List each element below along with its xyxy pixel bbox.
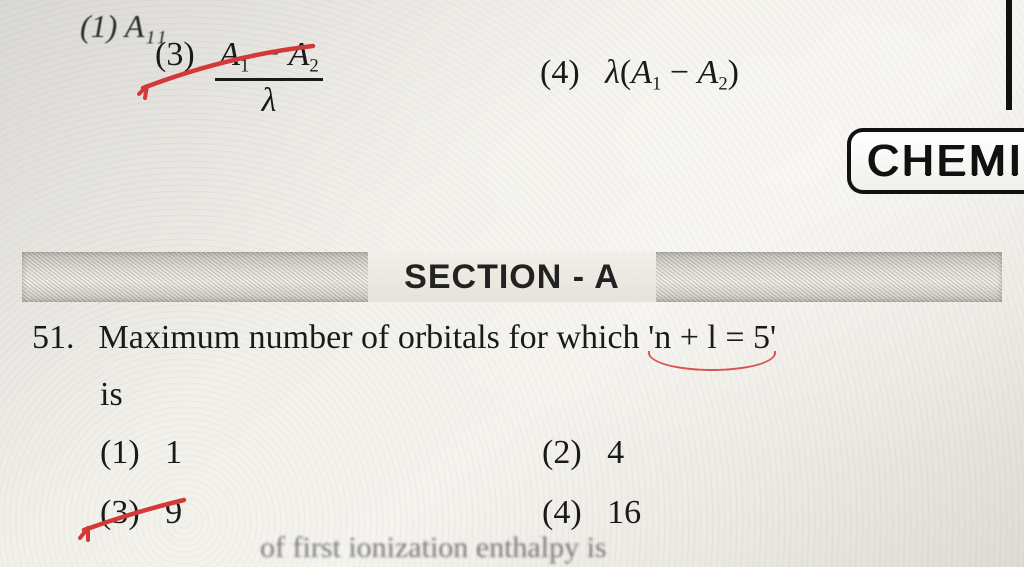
option-4: (4) λ(A1 − A2): [540, 54, 739, 96]
q51-options-row-2: (3) 9 (4) 16: [100, 494, 984, 532]
q51-options-row-1: (1) 1 (2) 4: [100, 434, 984, 472]
option-3-strike: (3) A1 − A2 λ: [155, 36, 323, 119]
option-4-lambda: λ: [605, 54, 620, 91]
option-4-a2: A: [698, 54, 719, 91]
pen-stroke-icon: [80, 492, 190, 540]
question-is: is: [100, 376, 123, 414]
question-51: 51. Maximum number of orbitals for which…: [32, 312, 994, 365]
question-text: Maximum number of orbitals for which: [99, 319, 649, 356]
pen-stroke-icon: [137, 30, 317, 110]
option-3: (3) A1 − A2 λ: [155, 36, 323, 119]
option-4-a2-sub: 2: [718, 74, 727, 95]
q51-option-1-val: 1: [165, 434, 182, 471]
q51-option-4-val: 16: [607, 494, 641, 531]
cropped-next-line: of first ionization enthalpy is: [260, 531, 964, 565]
q51-option-4: (4) 16: [542, 494, 984, 532]
q51-option-2: (2) 4: [542, 434, 984, 472]
subject-badge: CHEMI: [847, 128, 1024, 194]
option-4-paren-r: ): [728, 54, 739, 91]
q51-option-4-num: (4): [542, 494, 582, 531]
option-4-a1: A: [631, 54, 652, 91]
option-4-a1-sub: 1: [652, 74, 661, 95]
q51-option-1: (1) 1: [100, 434, 542, 472]
q51-option-2-num: (2): [542, 434, 582, 471]
option-4-paren-l: (: [620, 54, 631, 91]
q51-option-3: (3) 9: [100, 494, 542, 532]
pen-underline-icon: [648, 351, 776, 371]
option-4-minus: −: [661, 54, 697, 91]
q51-option-1-num: (1): [100, 434, 140, 471]
subject-badge-text: CHEMI: [867, 136, 1024, 185]
option-4-number: (4): [540, 54, 580, 91]
q51-option-2-val: 4: [607, 434, 624, 471]
question-number: 51.: [32, 312, 90, 365]
section-header-bar: SECTION - A: [22, 252, 1002, 302]
section-header-text: SECTION - A: [368, 252, 656, 302]
question-equation: n + l = 5: [654, 312, 770, 365]
page-content: (1) A₁₁ (3) A1 − A2 λ (4) λ(A1 − A2): [0, 0, 1024, 567]
